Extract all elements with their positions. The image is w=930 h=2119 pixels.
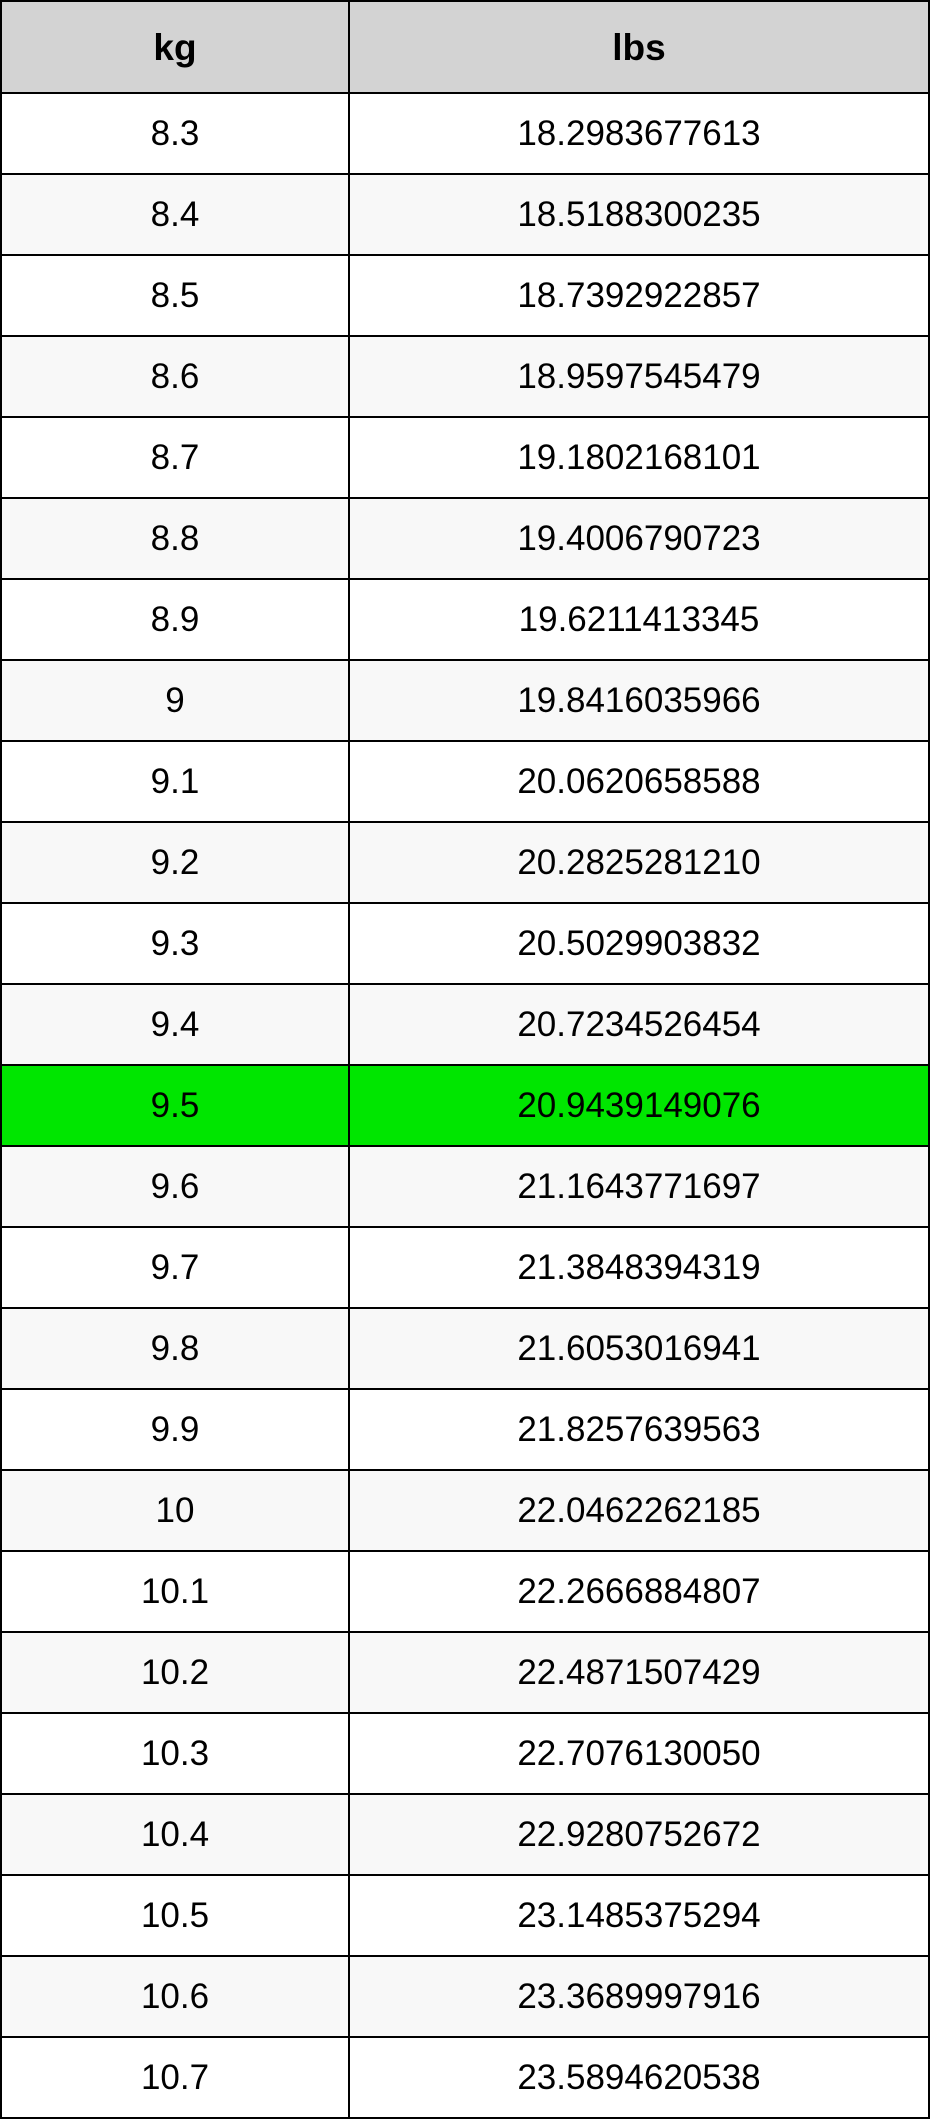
cell-kg: 10 bbox=[1, 1470, 349, 1551]
cell-kg: 10.3 bbox=[1, 1713, 349, 1794]
cell-kg: 9.9 bbox=[1, 1389, 349, 1470]
cell-lbs: 22.9280752672 bbox=[349, 1794, 929, 1875]
table-row: 1022.0462262185 bbox=[1, 1470, 929, 1551]
cell-kg: 9.5 bbox=[1, 1065, 349, 1146]
table-row: 10.623.3689997916 bbox=[1, 1956, 929, 2037]
table-row: 9.120.0620658588 bbox=[1, 741, 929, 822]
table-row: 8.418.5188300235 bbox=[1, 174, 929, 255]
cell-kg: 8.5 bbox=[1, 255, 349, 336]
cell-lbs: 21.6053016941 bbox=[349, 1308, 929, 1389]
table-row: 9.520.9439149076 bbox=[1, 1065, 929, 1146]
cell-lbs: 21.8257639563 bbox=[349, 1389, 929, 1470]
cell-kg: 9 bbox=[1, 660, 349, 741]
cell-lbs: 18.7392922857 bbox=[349, 255, 929, 336]
cell-lbs: 19.8416035966 bbox=[349, 660, 929, 741]
cell-lbs: 20.0620658588 bbox=[349, 741, 929, 822]
cell-lbs: 22.0462262185 bbox=[349, 1470, 929, 1551]
cell-kg: 10.1 bbox=[1, 1551, 349, 1632]
table-row: 9.821.6053016941 bbox=[1, 1308, 929, 1389]
cell-lbs: 21.1643771697 bbox=[349, 1146, 929, 1227]
table-row: 919.8416035966 bbox=[1, 660, 929, 741]
cell-kg: 8.9 bbox=[1, 579, 349, 660]
conversion-table: kg lbs 8.318.29836776138.418.51883002358… bbox=[0, 0, 930, 2119]
kg-lbs-table: kg lbs 8.318.29836776138.418.51883002358… bbox=[0, 0, 930, 2119]
cell-lbs: 18.9597545479 bbox=[349, 336, 929, 417]
header-kg: kg bbox=[1, 1, 349, 93]
table-row: 10.122.2666884807 bbox=[1, 1551, 929, 1632]
table-row: 10.222.4871507429 bbox=[1, 1632, 929, 1713]
table-row: 8.719.1802168101 bbox=[1, 417, 929, 498]
table-header-row: kg lbs bbox=[1, 1, 929, 93]
cell-kg: 10.7 bbox=[1, 2037, 349, 2118]
table-row: 10.523.1485375294 bbox=[1, 1875, 929, 1956]
cell-kg: 9.6 bbox=[1, 1146, 349, 1227]
cell-lbs: 20.9439149076 bbox=[349, 1065, 929, 1146]
cell-kg: 9.4 bbox=[1, 984, 349, 1065]
table-row: 8.618.9597545479 bbox=[1, 336, 929, 417]
table-row: 8.919.6211413345 bbox=[1, 579, 929, 660]
cell-kg: 10.4 bbox=[1, 1794, 349, 1875]
table-row: 9.621.1643771697 bbox=[1, 1146, 929, 1227]
table-row: 9.921.8257639563 bbox=[1, 1389, 929, 1470]
table-row: 8.819.4006790723 bbox=[1, 498, 929, 579]
cell-lbs: 19.4006790723 bbox=[349, 498, 929, 579]
cell-kg: 9.7 bbox=[1, 1227, 349, 1308]
table-row: 9.220.2825281210 bbox=[1, 822, 929, 903]
cell-lbs: 19.1802168101 bbox=[349, 417, 929, 498]
cell-kg: 9.3 bbox=[1, 903, 349, 984]
cell-lbs: 20.7234526454 bbox=[349, 984, 929, 1065]
cell-lbs: 22.2666884807 bbox=[349, 1551, 929, 1632]
cell-lbs: 18.5188300235 bbox=[349, 174, 929, 255]
table-row: 9.721.3848394319 bbox=[1, 1227, 929, 1308]
header-lbs: lbs bbox=[349, 1, 929, 93]
table-row: 9.420.7234526454 bbox=[1, 984, 929, 1065]
cell-kg: 9.1 bbox=[1, 741, 349, 822]
cell-lbs: 19.6211413345 bbox=[349, 579, 929, 660]
table-row: 8.318.2983677613 bbox=[1, 93, 929, 174]
cell-lbs: 23.5894620538 bbox=[349, 2037, 929, 2118]
cell-kg: 10.5 bbox=[1, 1875, 349, 1956]
cell-kg: 9.2 bbox=[1, 822, 349, 903]
cell-kg: 9.8 bbox=[1, 1308, 349, 1389]
cell-lbs: 22.4871507429 bbox=[349, 1632, 929, 1713]
cell-lbs: 20.2825281210 bbox=[349, 822, 929, 903]
table-body: 8.318.29836776138.418.51883002358.518.73… bbox=[1, 93, 929, 2118]
cell-lbs: 23.3689997916 bbox=[349, 1956, 929, 2037]
cell-kg: 8.8 bbox=[1, 498, 349, 579]
cell-kg: 8.7 bbox=[1, 417, 349, 498]
cell-kg: 8.6 bbox=[1, 336, 349, 417]
table-row: 10.422.9280752672 bbox=[1, 1794, 929, 1875]
cell-lbs: 21.3848394319 bbox=[349, 1227, 929, 1308]
table-row: 9.320.5029903832 bbox=[1, 903, 929, 984]
table-row: 10.723.5894620538 bbox=[1, 2037, 929, 2118]
cell-kg: 10.2 bbox=[1, 1632, 349, 1713]
cell-lbs: 22.7076130050 bbox=[349, 1713, 929, 1794]
cell-lbs: 23.1485375294 bbox=[349, 1875, 929, 1956]
cell-kg: 10.6 bbox=[1, 1956, 349, 2037]
table-row: 8.518.7392922857 bbox=[1, 255, 929, 336]
cell-lbs: 20.5029903832 bbox=[349, 903, 929, 984]
cell-kg: 8.4 bbox=[1, 174, 349, 255]
table-row: 10.322.7076130050 bbox=[1, 1713, 929, 1794]
cell-lbs: 18.2983677613 bbox=[349, 93, 929, 174]
cell-kg: 8.3 bbox=[1, 93, 349, 174]
